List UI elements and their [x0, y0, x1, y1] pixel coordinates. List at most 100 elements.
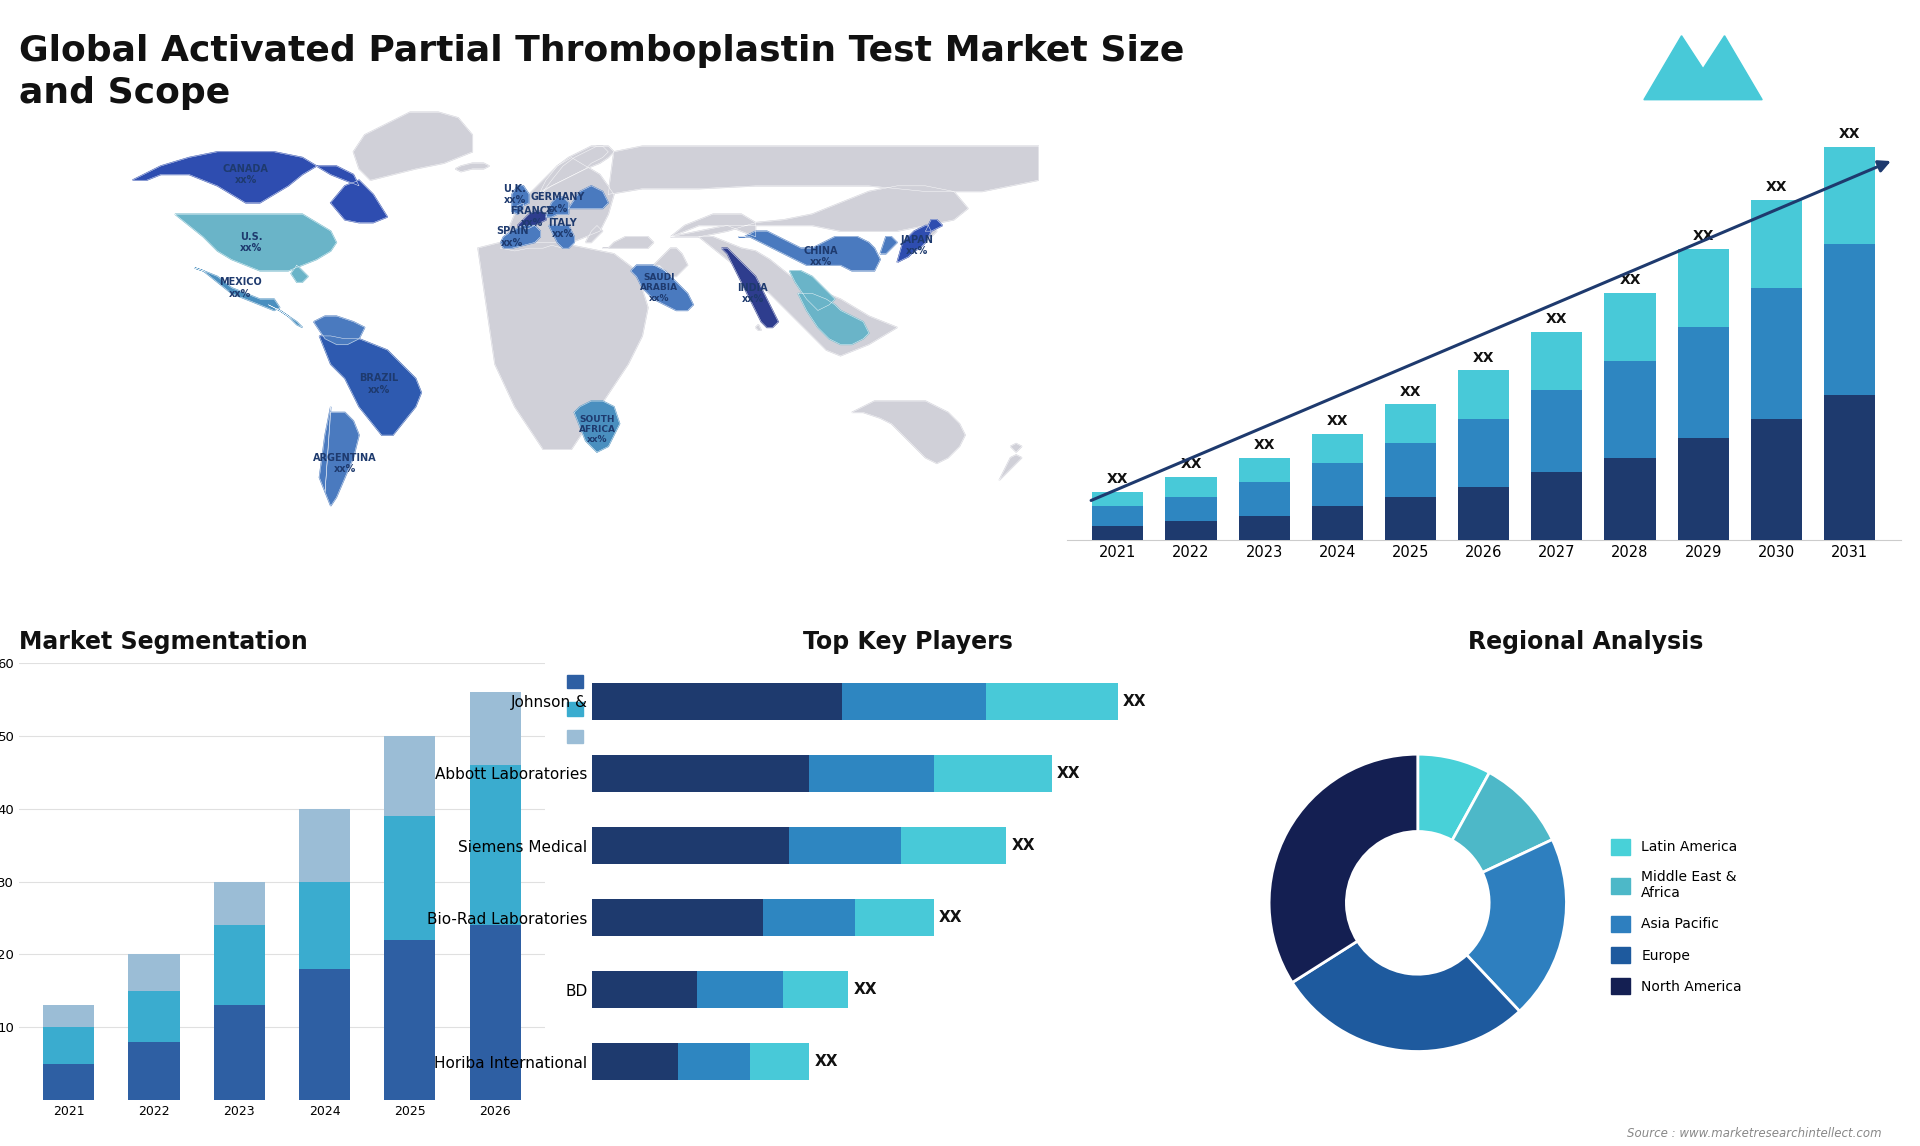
Polygon shape — [319, 407, 330, 492]
Bar — [129, 955, 180, 991]
Bar — [1532, 472, 1582, 541]
Bar — [1238, 516, 1290, 541]
Polygon shape — [670, 214, 756, 237]
Bar — [1311, 463, 1363, 507]
Bar — [591, 755, 808, 792]
Polygon shape — [540, 147, 609, 191]
Bar — [1092, 492, 1144, 507]
Wedge shape — [1467, 840, 1567, 1011]
Polygon shape — [194, 268, 280, 311]
Bar — [384, 940, 436, 1100]
Wedge shape — [1417, 754, 1490, 840]
Text: Market Segmentation: Market Segmentation — [19, 630, 307, 654]
Polygon shape — [319, 336, 420, 435]
Text: MARKET
RESEARCH
INTELLECT: MARKET RESEARCH INTELLECT — [1778, 49, 1832, 84]
Bar — [697, 971, 783, 1008]
Polygon shape — [545, 197, 568, 217]
Bar — [1238, 458, 1290, 482]
Polygon shape — [324, 413, 359, 505]
Bar — [1165, 477, 1217, 496]
Bar — [1824, 394, 1876, 541]
Bar — [1165, 496, 1217, 521]
Text: XX: XX — [1766, 180, 1788, 195]
Text: FRANCE
xx%: FRANCE xx% — [511, 206, 553, 228]
Title: Regional Analysis: Regional Analysis — [1469, 630, 1703, 654]
Polygon shape — [739, 231, 879, 270]
Text: XX: XX — [814, 1054, 837, 1069]
Text: U.K.
xx%: U.K. xx% — [503, 183, 526, 205]
Bar — [751, 1043, 808, 1081]
Polygon shape — [1010, 444, 1021, 452]
Legend: Latin America, Middle East &
Africa, Asia Pacific, Europe, North America: Latin America, Middle East & Africa, Asi… — [1605, 833, 1747, 999]
Bar — [789, 826, 900, 864]
Text: SPAIN
xx%: SPAIN xx% — [495, 226, 528, 248]
Text: ARGENTINA
xx%: ARGENTINA xx% — [313, 453, 376, 474]
Text: XX: XX — [1692, 229, 1715, 243]
Bar — [762, 898, 854, 936]
Bar — [1678, 439, 1728, 541]
Bar — [1238, 482, 1290, 516]
Polygon shape — [353, 112, 472, 180]
Bar — [1751, 419, 1803, 541]
Polygon shape — [998, 455, 1021, 480]
Bar — [1678, 327, 1728, 439]
Bar — [42, 1027, 94, 1063]
Polygon shape — [756, 324, 760, 330]
Polygon shape — [313, 316, 365, 345]
Text: XX: XX — [1546, 312, 1567, 325]
Text: INDIA
xx%: INDIA xx% — [737, 283, 768, 304]
Polygon shape — [799, 293, 870, 345]
Text: BRAZIL
xx%: BRAZIL xx% — [359, 374, 399, 395]
Bar — [1824, 147, 1876, 244]
Bar — [1457, 370, 1509, 419]
Bar — [900, 826, 1006, 864]
Polygon shape — [513, 186, 530, 209]
Bar — [1457, 487, 1509, 541]
Bar — [1751, 288, 1803, 419]
Bar — [384, 816, 436, 940]
Text: XX: XX — [1012, 838, 1035, 853]
Bar — [933, 755, 1052, 792]
Text: XX: XX — [1473, 351, 1494, 364]
Bar — [213, 881, 265, 925]
Bar — [591, 898, 762, 936]
Bar — [1751, 201, 1803, 288]
Polygon shape — [269, 305, 303, 328]
Bar — [1532, 331, 1582, 390]
Bar — [1384, 405, 1436, 444]
Bar — [1311, 507, 1363, 541]
Text: XX: XX — [1400, 385, 1421, 399]
Polygon shape — [455, 163, 490, 172]
Bar — [987, 683, 1117, 720]
Polygon shape — [175, 214, 336, 270]
Text: ITALY
xx%: ITALY xx% — [549, 218, 578, 240]
Bar — [300, 881, 349, 970]
Polygon shape — [132, 152, 359, 203]
Text: GERMANY
xx%: GERMANY xx% — [530, 193, 584, 213]
Text: JAPAN
xx%: JAPAN xx% — [900, 235, 933, 256]
Bar — [1605, 292, 1655, 361]
Polygon shape — [897, 226, 931, 262]
Bar — [129, 1042, 180, 1100]
Polygon shape — [478, 243, 647, 449]
Bar — [384, 736, 436, 816]
Text: CANADA
xx%: CANADA xx% — [223, 164, 269, 186]
Polygon shape — [789, 270, 835, 311]
Text: XX: XX — [1058, 766, 1081, 780]
Bar — [1457, 419, 1509, 487]
Polygon shape — [699, 237, 897, 355]
Bar — [1532, 390, 1582, 472]
Text: XX: XX — [1619, 273, 1642, 286]
Wedge shape — [1452, 772, 1551, 872]
Polygon shape — [518, 211, 545, 228]
Text: XX: XX — [1254, 438, 1275, 452]
Bar — [591, 683, 841, 720]
Polygon shape — [513, 203, 524, 214]
Bar — [1384, 496, 1436, 541]
Bar — [1678, 249, 1728, 327]
Bar — [1165, 521, 1217, 541]
Text: U.S.
xx%: U.S. xx% — [240, 231, 263, 253]
Bar — [854, 898, 933, 936]
Text: XX: XX — [1123, 694, 1146, 709]
Polygon shape — [586, 226, 603, 243]
